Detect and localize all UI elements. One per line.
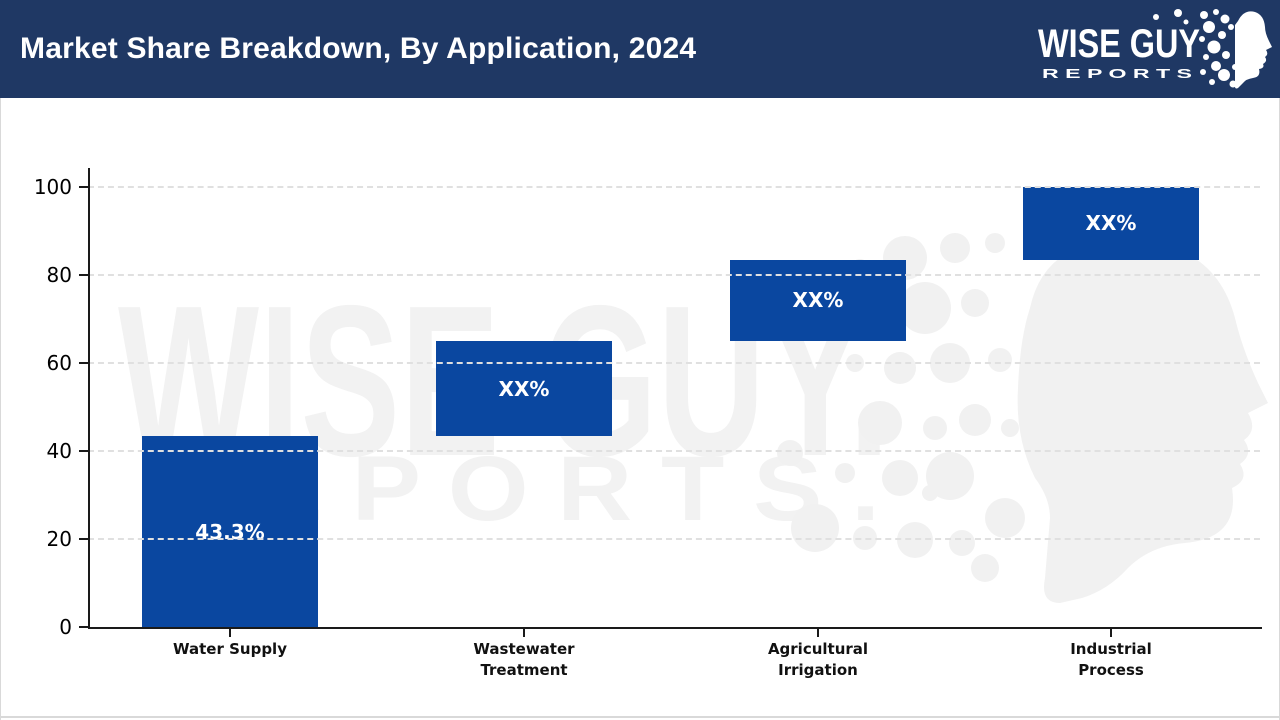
y-tick-label-0: 0 — [59, 615, 72, 639]
category-label-water-supply: Water Supply — [173, 640, 287, 658]
logo-text-line2: R E P O R T S — [1042, 66, 1193, 81]
y-tick-mark-80 — [79, 274, 88, 276]
wise-guy-logo: WISE GUY R E P O R T S — [1038, 9, 1272, 89]
category-label-wastewater-treatment: Wastewater Treatment — [473, 640, 575, 679]
bar-value-label: 43.3% — [195, 519, 265, 544]
y-tick-mark-20 — [79, 538, 88, 540]
x-tick-mark-2 — [523, 629, 525, 637]
x-axis-line — [88, 627, 1262, 629]
bar-agricultural-irrigation: XX% — [730, 259, 906, 341]
header-bar: Market Share Breakdown, By Application, … — [0, 0, 1280, 98]
gridline-40 — [88, 450, 1260, 452]
y-tick-mark-40 — [79, 450, 88, 452]
bar-water-supply: 43.3% — [142, 436, 318, 627]
gridline-100 — [88, 186, 1260, 188]
x-tick-mark-1 — [229, 629, 231, 637]
logo-face-profile-icon — [1234, 11, 1272, 89]
logo-text-line1: WISE GUY — [1038, 22, 1200, 66]
y-tick-label-100: 100 — [33, 175, 72, 199]
bar-value-label: XX% — [1085, 211, 1137, 236]
y-tick-label-20: 20 — [46, 527, 72, 551]
y-tick-mark-60 — [79, 362, 88, 364]
bar-industrial-process: XX% — [1023, 187, 1199, 260]
gridline-60 — [88, 362, 1260, 364]
y-tick-label-80: 80 — [46, 263, 72, 287]
gridline-80 — [88, 274, 1260, 276]
bar-value-label: XX% — [792, 288, 844, 313]
x-tick-mark-3 — [817, 629, 819, 637]
y-tick-label-40: 40 — [46, 439, 72, 463]
y-tick-mark-0 — [79, 626, 88, 628]
page-title: Market Share Breakdown, By Application, … — [20, 32, 697, 65]
gridline-20 — [88, 538, 1260, 540]
logo-dots-icon — [1153, 9, 1238, 88]
page-bottom-border — [0, 716, 1280, 718]
category-label-industrial-process: Industrial Process — [1070, 640, 1152, 679]
y-tick-label-60: 60 — [46, 351, 72, 375]
bar-wastewater-treatment: XX% — [436, 341, 612, 437]
category-label-agricultural-irrigation: Agricultural Irrigation — [767, 640, 869, 679]
bar-value-label: XX% — [498, 376, 550, 401]
y-tick-mark-100 — [79, 186, 88, 188]
page-left-border — [0, 98, 1, 720]
y-axis-line — [88, 168, 90, 629]
x-tick-mark-4 — [1110, 629, 1112, 637]
